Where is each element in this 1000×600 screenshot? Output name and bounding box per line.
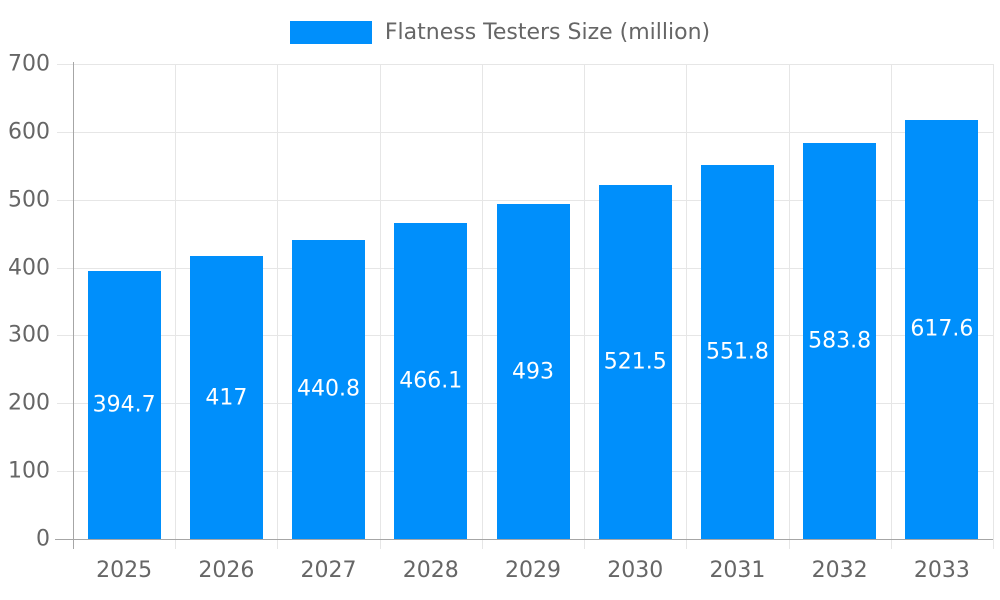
y-gridline bbox=[57, 131, 993, 133]
y-axis-tick-label: 100 bbox=[8, 458, 50, 484]
y-axis-tick-label: 400 bbox=[8, 255, 50, 281]
legend-label: Flatness Testers Size (million) bbox=[384, 20, 711, 45]
y-axis-tick-label: 500 bbox=[8, 187, 50, 213]
bar-value-label: 440.8 bbox=[297, 376, 361, 402]
bar-value-label: 466.1 bbox=[399, 368, 463, 394]
x-axis-tick-label: 2028 bbox=[402, 558, 459, 583]
x-gridline bbox=[481, 64, 483, 549]
y-axis-tick-label: 600 bbox=[8, 119, 50, 145]
bar-2025[interactable] bbox=[87, 271, 161, 539]
y-axis-tick-label: 300 bbox=[8, 322, 50, 348]
bar-2029[interactable] bbox=[496, 204, 570, 539]
x-axis-line bbox=[55, 539, 993, 540]
y-axis-tick-label: 0 bbox=[36, 526, 50, 552]
x-axis-tick-label: 2026 bbox=[198, 558, 255, 583]
y-axis-line bbox=[73, 62, 74, 549]
y-axis-tick-label: 700 bbox=[8, 51, 50, 77]
x-axis-tick-label: 2031 bbox=[709, 558, 766, 583]
bar-value-label: 521.5 bbox=[603, 349, 667, 375]
y-gridline bbox=[57, 64, 993, 65]
x-axis-tick-label: 2033 bbox=[913, 558, 970, 583]
x-axis-tick-label: 2030 bbox=[607, 558, 664, 583]
bar-value-label: 617.6 bbox=[910, 316, 974, 342]
bar-2026[interactable] bbox=[189, 256, 263, 539]
y-gridline bbox=[57, 199, 993, 201]
bar-2027[interactable] bbox=[292, 239, 366, 539]
y-axis-tick-label: 200 bbox=[8, 390, 50, 416]
x-gridline bbox=[993, 64, 994, 549]
x-axis-tick-label: 2025 bbox=[96, 558, 153, 583]
bar-value-label: 493 bbox=[512, 359, 554, 385]
bar-2032[interactable] bbox=[803, 142, 877, 539]
x-axis-tick-label: 2032 bbox=[811, 558, 868, 583]
bar-value-label: 583.8 bbox=[808, 328, 872, 354]
x-gridline bbox=[277, 64, 279, 549]
bar-value-label: 417 bbox=[205, 385, 248, 411]
bar-2028[interactable] bbox=[394, 222, 468, 539]
bar-value-label: 394.7 bbox=[92, 392, 156, 418]
x-axis-tick-label: 2027 bbox=[300, 558, 357, 583]
x-gridline bbox=[686, 64, 688, 549]
x-gridline bbox=[379, 64, 381, 549]
x-gridline bbox=[890, 64, 892, 549]
x-axis-tick-label: 2029 bbox=[505, 558, 561, 583]
x-gridline bbox=[175, 64, 177, 549]
bar-2030[interactable] bbox=[598, 185, 672, 539]
bar-2033[interactable] bbox=[905, 119, 979, 539]
chart-legend[interactable]: Flatness Testers Size (million) bbox=[0, 20, 1000, 45]
bar-value-label: 551.8 bbox=[705, 339, 769, 365]
legend-swatch-icon bbox=[289, 21, 372, 44]
x-gridline bbox=[788, 64, 790, 549]
bar-2031[interactable] bbox=[700, 164, 774, 539]
x-gridline bbox=[584, 64, 586, 549]
